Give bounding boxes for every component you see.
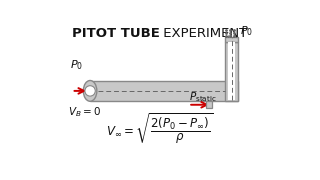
Text: $V_{\infty} = \sqrt{\dfrac{2(P_0 - P_{\infty})}{\rho}}$: $V_{\infty} = \sqrt{\dfrac{2(P_0 - P_{\i…	[106, 112, 213, 146]
Text: EXPERIMENT: EXPERIMENT	[159, 27, 248, 40]
Bar	[90, 80, 238, 101]
Text: PITOT TUBE: PITOT TUBE	[71, 27, 159, 40]
Text: $P_0$: $P_0$	[70, 59, 84, 72]
Text: $V_B = 0$: $V_B = 0$	[68, 105, 101, 119]
Text: $P_0$: $P_0$	[240, 25, 253, 39]
Bar	[228, 42, 235, 100]
Ellipse shape	[83, 80, 97, 101]
Circle shape	[85, 86, 95, 96]
Text: $P_{\rm static}$: $P_{\rm static}$	[189, 90, 217, 104]
Bar	[205, 101, 212, 108]
Bar	[225, 37, 238, 42]
Bar	[225, 42, 238, 101]
